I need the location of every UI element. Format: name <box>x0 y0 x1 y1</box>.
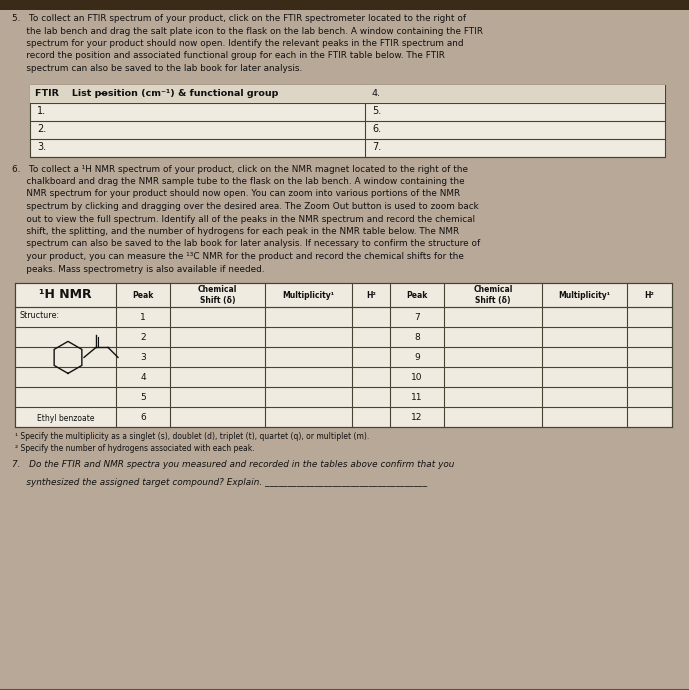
Text: Chemical
Shift (δ): Chemical Shift (δ) <box>198 285 237 305</box>
Text: FTIR    List po̶sition (cm⁻¹) & functional group: FTIR List po̶sition (cm⁻¹) & functional … <box>35 89 278 98</box>
Text: synthesized the assigned target compound? Explain. _____________________________: synthesized the assigned target compound… <box>12 478 427 487</box>
Text: 7.   Do the FTIR and NMR spectra you measured and recorded in the tables above c: 7. Do the FTIR and NMR spectra you measu… <box>12 460 454 469</box>
Text: 6: 6 <box>140 413 146 422</box>
Text: the lab bench and drag the salt plate icon to the flask on the lab bench. A wind: the lab bench and drag the salt plate ic… <box>12 26 483 35</box>
Bar <box>15 283 672 427</box>
Text: 5.: 5. <box>372 106 381 117</box>
Text: peaks. Mass spectrometry is also available if needed.: peaks. Mass spectrometry is also availab… <box>12 264 265 273</box>
Text: 2: 2 <box>140 333 146 342</box>
Text: ¹ Specify the multiplicity as a singlet (s), doublet (d), triplet (t), quartet (: ¹ Specify the multiplicity as a singlet … <box>15 432 369 441</box>
Text: 8: 8 <box>414 333 420 342</box>
Text: 11: 11 <box>411 393 423 402</box>
Text: Peak: Peak <box>132 290 154 299</box>
Text: 4.: 4. <box>371 89 380 98</box>
Text: 4: 4 <box>140 373 146 382</box>
Text: 1: 1 <box>140 313 146 322</box>
Text: ² Specify the number of hydrogens associated with each peak.: ² Specify the number of hydrogens associ… <box>15 444 255 453</box>
Text: 1.: 1. <box>37 106 46 117</box>
Text: ¹H NMR: ¹H NMR <box>39 288 92 302</box>
Text: NMR spectrum for your product should now open. You can zoom into various portion: NMR spectrum for your product should now… <box>12 190 460 199</box>
Text: Chemical
Shift (δ): Chemical Shift (δ) <box>473 285 513 305</box>
Text: 3: 3 <box>140 353 146 362</box>
Text: H²: H² <box>645 290 655 299</box>
Text: spectrum for your product should now open. Identify the relevant peaks in the FT: spectrum for your product should now ope… <box>12 39 464 48</box>
Text: 12: 12 <box>411 413 422 422</box>
Text: 9: 9 <box>414 353 420 362</box>
Text: record the position and associated functional group for each in the FTIR table b: record the position and associated funct… <box>12 52 445 61</box>
Text: Structure:: Structure: <box>20 311 60 320</box>
Text: your product, you can measure the ¹³C NMR for the product and record the chemica: your product, you can measure the ¹³C NM… <box>12 252 464 261</box>
Text: Multiplicity¹: Multiplicity¹ <box>559 290 610 299</box>
Text: 7: 7 <box>414 313 420 322</box>
Text: shift, the splitting, and the number of hydrogens for each peak in the NMR table: shift, the splitting, and the number of … <box>12 227 459 236</box>
Text: 6.: 6. <box>372 124 381 135</box>
Text: spectrum can also be saved to the lab book for later analysis. If necessary to c: spectrum can also be saved to the lab bo… <box>12 239 480 248</box>
Text: 5: 5 <box>140 393 146 402</box>
Text: spectrum by clicking and dragging over the desired area. The Zoom Out button is : spectrum by clicking and dragging over t… <box>12 202 479 211</box>
Text: 6.   To collect a ¹H NMR spectrum of your product, click on the NMR magnet locat: 6. To collect a ¹H NMR spectrum of your … <box>12 164 468 173</box>
Text: 2.: 2. <box>37 124 46 135</box>
Text: chalkboard and drag the NMR sample tube to the flask on the lab bench. A window : chalkboard and drag the NMR sample tube … <box>12 177 464 186</box>
Text: H²: H² <box>366 290 376 299</box>
Text: spectrum can also be saved to the lab book for later analysis.: spectrum can also be saved to the lab bo… <box>12 64 302 73</box>
Text: Ethyl benzoate: Ethyl benzoate <box>37 414 94 423</box>
Bar <box>30 84 665 157</box>
Text: 7.: 7. <box>372 143 381 152</box>
Text: 10: 10 <box>411 373 423 382</box>
Text: Multiplicity¹: Multiplicity¹ <box>282 290 335 299</box>
Bar <box>0 0 689 10</box>
Bar <box>30 84 665 103</box>
Text: 3.: 3. <box>37 143 46 152</box>
Text: 5.   To collect an FTIR spectrum of your product, click on the FTIR spectrometer: 5. To collect an FTIR spectrum of your p… <box>12 14 466 23</box>
Text: out to view the full spectrum. Identify all of the peaks in the NMR spectrum and: out to view the full spectrum. Identify … <box>12 215 475 224</box>
Text: Peak: Peak <box>407 290 428 299</box>
